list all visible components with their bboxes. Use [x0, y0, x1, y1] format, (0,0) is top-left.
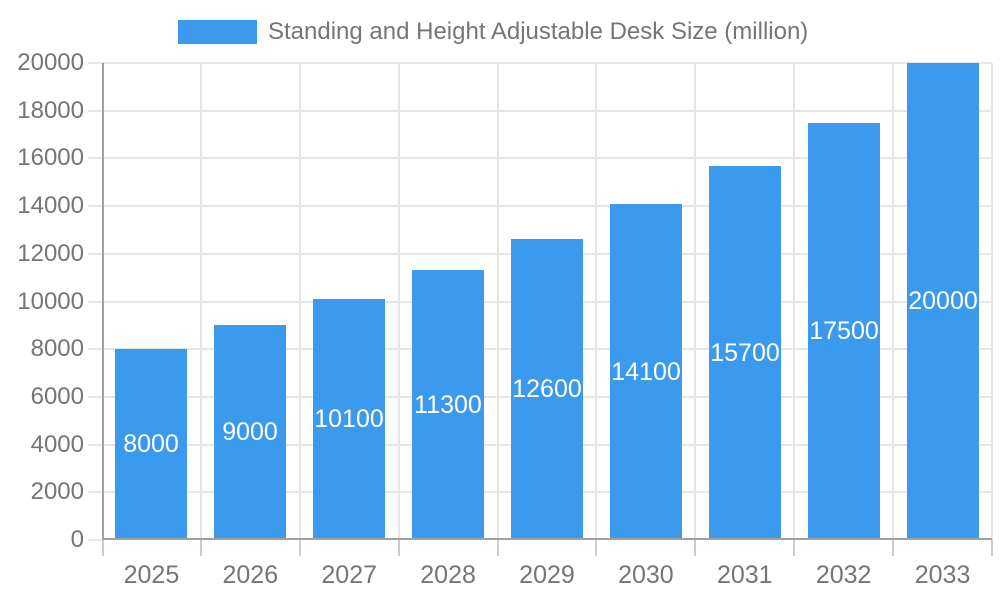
bar-value-label: 20000 — [908, 287, 978, 315]
v-gridline — [299, 63, 301, 540]
x-tick — [892, 540, 894, 556]
x-tick — [102, 540, 104, 556]
bar-value-label: 17500 — [809, 317, 879, 345]
bar-2026[interactable]: 9000 — [214, 325, 286, 540]
v-gridline — [398, 63, 400, 540]
y-axis-label: 6000 — [30, 382, 84, 410]
v-gridline — [694, 63, 696, 540]
x-axis-label: 2027 — [321, 560, 378, 589]
x-axis-line — [102, 538, 992, 540]
v-gridline — [497, 63, 499, 540]
y-tick — [88, 62, 102, 64]
bar-2032[interactable]: 17500 — [808, 123, 880, 540]
y-tick — [88, 300, 102, 303]
y-tick — [88, 443, 102, 446]
y-axis-label: 20000 — [17, 49, 84, 76]
h-gridline — [102, 205, 992, 208]
y-axis-label: 16000 — [17, 144, 84, 172]
bar-value-label: 15700 — [710, 338, 780, 367]
bar-value-label: 11300 — [414, 390, 482, 419]
bar-value-label: 10100 — [314, 405, 384, 433]
y-axis-label: 0 — [70, 526, 84, 553]
legend-swatch-icon — [178, 20, 257, 44]
y-tick — [88, 157, 102, 160]
y-tick — [88, 252, 102, 255]
h-gridline — [102, 157, 992, 160]
y-axis-label: 14000 — [17, 192, 84, 220]
v-gridline — [200, 63, 202, 540]
v-gridline — [892, 63, 894, 540]
h-gridline — [102, 62, 992, 64]
y-axis-label: 8000 — [30, 335, 84, 363]
x-axis-label: 2033 — [914, 560, 971, 589]
bar-2030[interactable]: 14100 — [610, 204, 682, 540]
legend-label: Standing and Height Adjustable Desk Size… — [268, 18, 809, 45]
x-axis-label: 2028 — [420, 560, 476, 589]
x-tick — [694, 540, 696, 556]
bar-value-label: 9000 — [222, 418, 278, 446]
y-axis-label: 2000 — [30, 478, 84, 506]
bar-2029[interactable]: 12600 — [511, 239, 583, 540]
bar-value-label: 14100 — [611, 357, 681, 386]
x-tick — [497, 540, 499, 556]
x-axis-label: 2031 — [716, 560, 773, 589]
x-tick — [200, 540, 202, 556]
bar-2033[interactable]: 20000 — [907, 63, 979, 540]
y-tick — [88, 348, 102, 351]
bar-value-label: 12600 — [512, 375, 582, 403]
y-axis-label: 10000 — [17, 287, 84, 315]
bar-2028[interactable]: 11300 — [412, 270, 484, 540]
x-axis-label: 2030 — [618, 560, 674, 589]
y-tick — [88, 109, 102, 112]
y-axis-label: 4000 — [30, 430, 84, 458]
x-tick — [793, 540, 795, 556]
bar-value-label: 8000 — [123, 430, 179, 458]
y-axis-label: 18000 — [17, 96, 84, 124]
x-tick — [991, 540, 993, 556]
bar-2025[interactable]: 8000 — [115, 349, 187, 540]
v-gridline — [595, 63, 597, 540]
h-gridline — [102, 109, 992, 112]
y-tick — [88, 491, 102, 494]
x-axis-label: 2025 — [123, 560, 180, 589]
y-tick — [88, 539, 102, 541]
v-gridline — [991, 63, 993, 540]
bar-2031[interactable]: 15700 — [709, 166, 781, 540]
x-tick — [299, 540, 301, 556]
x-axis-label: 2032 — [815, 560, 872, 589]
plot-area: 8000 9000 10100 11300 12600 14100 15700 17500 20… — [88, 62, 993, 556]
x-axis-label: 2029 — [519, 560, 575, 589]
x-tick — [595, 540, 597, 556]
y-axis-line — [102, 63, 104, 540]
v-gridline — [793, 63, 795, 540]
y-tick — [88, 395, 102, 398]
y-axis-label: 12000 — [17, 239, 84, 267]
y-tick — [88, 205, 102, 208]
x-tick — [398, 540, 400, 556]
bar-2027[interactable]: 10100 — [313, 299, 385, 540]
legend[interactable]: Standing and Height Adjustable Desk Size… — [178, 18, 809, 45]
x-axis-label: 2026 — [222, 560, 279, 589]
